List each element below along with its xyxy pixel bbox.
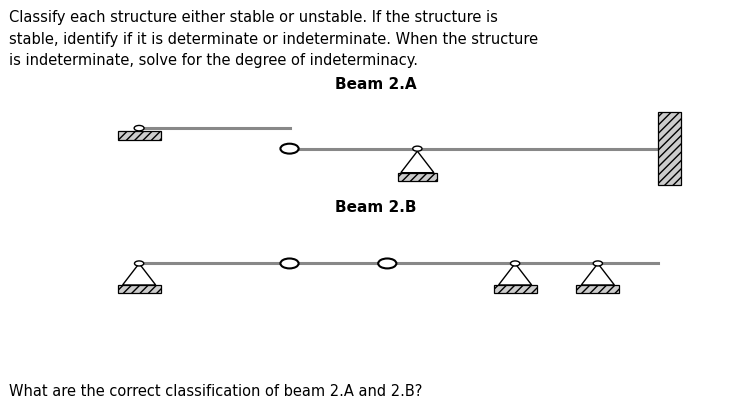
Circle shape [134,126,144,132]
Bar [117,285,161,294]
Circle shape [413,147,422,152]
Bar [117,132,161,141]
Polygon shape [401,152,434,173]
Text: Beam 2.B: Beam 2.B [335,200,417,215]
Circle shape [135,261,144,266]
Text: Beam 2.A: Beam 2.A [335,77,417,92]
Bar [658,113,681,186]
Circle shape [280,144,299,154]
Polygon shape [581,264,614,285]
Polygon shape [123,264,156,285]
Polygon shape [499,264,532,285]
Bar [493,285,537,294]
Text: Classify each structure either stable or unstable. If the structure is
stable, i: Classify each structure either stable or… [9,10,538,68]
Circle shape [511,261,520,266]
Circle shape [378,259,396,269]
Text: What are the correct classification of beam 2.A and 2.B?: What are the correct classification of b… [9,382,423,398]
Circle shape [280,259,299,269]
Bar [576,285,620,294]
Bar [398,173,437,182]
Circle shape [593,261,602,266]
